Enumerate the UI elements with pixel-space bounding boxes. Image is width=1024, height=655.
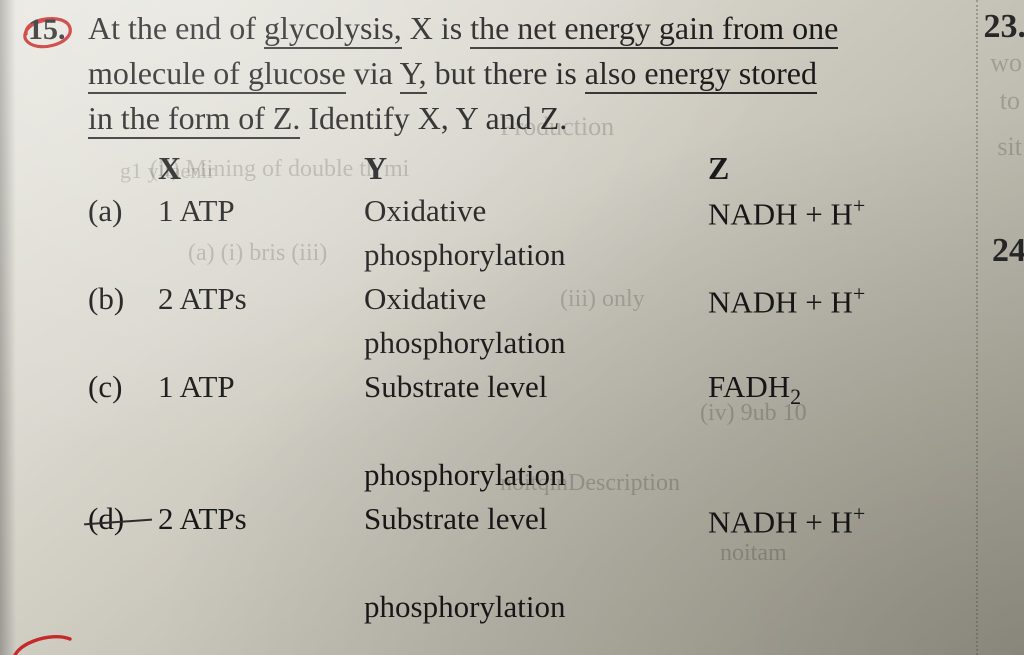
col-x-header: X [158, 150, 181, 187]
ghost-text: sit [997, 132, 1022, 162]
stem-text: but there is [427, 55, 585, 91]
stem-underline: glycolysis, [264, 10, 402, 49]
margin-rule [976, 0, 978, 655]
option-c-y2: phosphorylation [364, 457, 566, 493]
ghost-text: (iii) only [560, 286, 645, 313]
adjacent-question-24: 24 [992, 232, 1024, 270]
option-label: (b) [88, 281, 142, 317]
option-c-y: Substrate level [364, 369, 547, 405]
stem-underline: the net energy gain from one [470, 10, 838, 49]
stem-text: Identify X, Y and Z. [300, 100, 567, 136]
value: NADH + H [708, 284, 853, 319]
page-fold-shadow [0, 0, 16, 655]
option-b-z: NADH + H+ [708, 281, 865, 320]
option-label: (a) [88, 193, 142, 229]
option-b-y2: phosphorylation [364, 325, 566, 361]
value: NADH + H [708, 504, 853, 539]
superscript: + [853, 501, 865, 526]
option-a-y: Oxidative [364, 193, 486, 229]
stem-underline: molecule of glucose [88, 55, 346, 94]
stem-text: via [346, 55, 400, 91]
value: FADH [708, 369, 790, 404]
stem-underline: also energy stored [585, 55, 817, 94]
ghost-text: to [1000, 86, 1020, 116]
stem-underline: Y, [400, 55, 427, 94]
superscript: + [853, 193, 865, 218]
option-a-x: 1 ATP [158, 193, 235, 229]
option-b-y: Oxidative [364, 281, 486, 317]
question-number: 15. [22, 12, 76, 56]
option-d-x: 2 ATPs [158, 501, 247, 537]
ghost-text: wo [990, 48, 1022, 78]
col-z-header: Z [708, 150, 729, 187]
option-a-z: NADH + H+ [708, 193, 865, 232]
stem-text: X is [402, 10, 470, 46]
option-a-y2: phosphorylation [364, 237, 566, 273]
option-c-x: 1 ATP [158, 369, 235, 405]
question-number-text: 15. [28, 13, 66, 47]
option-c-z: FADH2 [708, 369, 801, 410]
subscript: 2 [790, 384, 801, 409]
superscript: + [853, 281, 865, 306]
option-d-y: Substrate level [364, 501, 547, 537]
option-d-y2: phosphorylation [364, 589, 566, 625]
ghost-text: (a) (i) bris (iii) [188, 240, 327, 267]
stem-text: At the end of [88, 10, 264, 46]
option-label: (c) [88, 369, 142, 405]
option-b-x: 2 ATPs [158, 281, 247, 317]
option-d-z: NADH + H+ [708, 501, 865, 540]
value: NADH + H [708, 196, 853, 231]
col-y-header: Y [364, 150, 387, 187]
adjacent-question-23: 23. [984, 8, 1024, 46]
red-mark-icon [10, 627, 76, 655]
page: Production (ii) Mining of double th mi (… [0, 0, 1024, 655]
ghost-text: noitam [720, 540, 787, 567]
stem-underline: in the form of Z. [88, 100, 300, 139]
question-stem: At the end of glycolysis, X is the net e… [88, 6, 948, 141]
